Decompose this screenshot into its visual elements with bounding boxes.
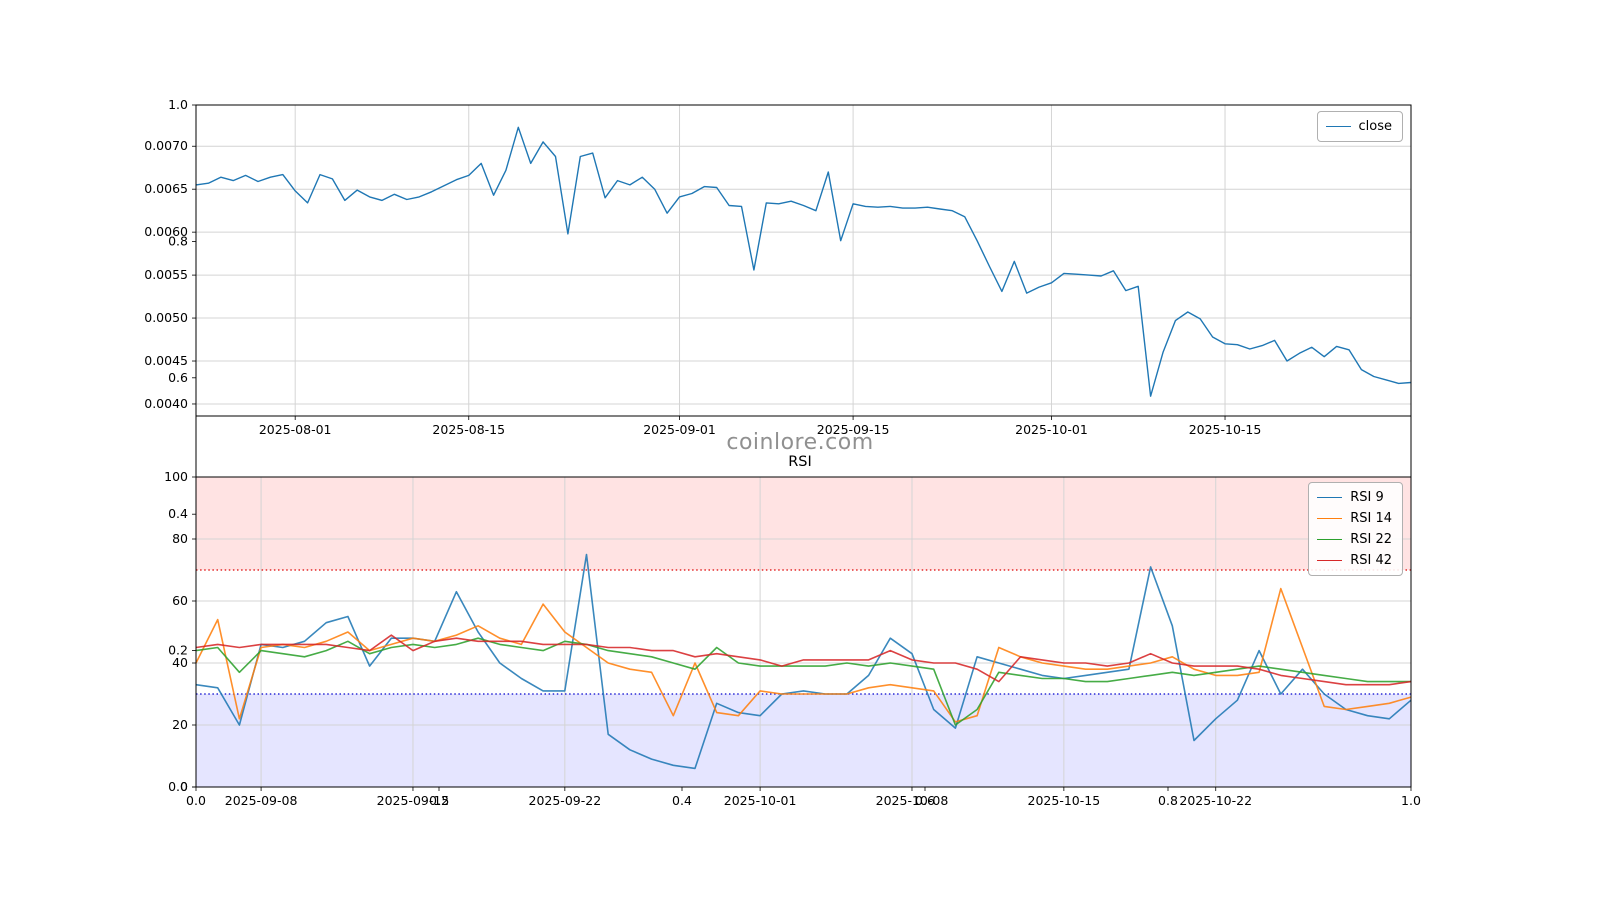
svg-text:0.0055: 0.0055 xyxy=(144,267,188,282)
legend-entry-rsi14: RSI 14 xyxy=(1317,508,1392,529)
overlay-axis: 0.0 0.2 0.4 0.6 0.8 1.0 0.0 0.2 0.4 0.6 0.8 1.0 xyxy=(168,97,1421,808)
price-grid xyxy=(196,105,1411,416)
close-legend-label: close xyxy=(1358,119,1392,134)
svg-text:0.6: 0.6 xyxy=(168,370,188,385)
legend-entry-close: close xyxy=(1325,116,1392,137)
price-legend: close xyxy=(1316,111,1403,142)
rsi22-legend-label: RSI 22 xyxy=(1350,532,1392,547)
svg-text:0.8: 0.8 xyxy=(168,233,188,248)
rsi-chart: 2025-09-08 2025-09-15 2025-09-22 2025-10-01… xyxy=(164,469,1412,808)
watermark: coinlore.com xyxy=(726,430,874,455)
svg-text:0.4: 0.4 xyxy=(168,506,188,521)
rsi14-legend-label: RSI 14 xyxy=(1350,511,1392,526)
rsi-band-overbought xyxy=(196,477,1411,570)
svg-text:40: 40 xyxy=(172,655,188,670)
svg-text:0.0065: 0.0065 xyxy=(144,181,188,196)
rsi9-legend-label: RSI 9 xyxy=(1350,490,1384,505)
svg-text:0.4: 0.4 xyxy=(672,793,692,808)
svg-text:20: 20 xyxy=(172,717,188,732)
svg-text:2025-10-01: 2025-10-01 xyxy=(724,793,797,808)
svg-text:2025-10-22: 2025-10-22 xyxy=(1179,793,1252,808)
svg-text:2025-10-01: 2025-10-01 xyxy=(1015,422,1088,437)
svg-text:1.0: 1.0 xyxy=(168,97,188,112)
rsi-chart-title: RSI xyxy=(788,454,812,470)
svg-text:2025-10-08: 2025-10-08 xyxy=(876,793,949,808)
svg-text:0.0: 0.0 xyxy=(186,793,206,808)
legend-entry-rsi22: RSI 22 xyxy=(1317,529,1392,550)
close-line-swatch xyxy=(1325,126,1351,127)
svg-text:0.0045: 0.0045 xyxy=(144,353,188,368)
svg-text:0.0070: 0.0070 xyxy=(144,138,188,153)
svg-text:0.0060: 0.0060 xyxy=(144,224,188,239)
svg-text:2025-10-15: 2025-10-15 xyxy=(1189,422,1262,437)
rsi9-line-swatch xyxy=(1317,497,1343,498)
svg-text:1.0: 1.0 xyxy=(1401,793,1421,808)
svg-text:0.6: 0.6 xyxy=(915,793,935,808)
svg-text:0.0040: 0.0040 xyxy=(144,396,188,411)
svg-text:100: 100 xyxy=(164,469,188,484)
close-line xyxy=(195,126,1412,397)
svg-text:2025-08-15: 2025-08-15 xyxy=(432,422,505,437)
price-tick-labels: 2025-08-01 2025-08-15 2025-09-01 2025-09-15… xyxy=(144,138,1261,437)
legend-entry-rsi42: RSI 42 xyxy=(1317,550,1392,571)
rsi-42-line xyxy=(195,634,1412,686)
price-spines xyxy=(195,104,1412,417)
rsi-9-line xyxy=(195,553,1412,770)
legend-entry-rsi9: RSI 9 xyxy=(1317,487,1392,508)
svg-text:0.2: 0.2 xyxy=(429,793,449,808)
rsi22-line-swatch xyxy=(1317,539,1343,540)
svg-text:2025-09-01: 2025-09-01 xyxy=(643,422,716,437)
svg-text:60: 60 xyxy=(172,593,188,608)
svg-text:0.0050: 0.0050 xyxy=(144,310,188,325)
price-chart: 2025-08-01 2025-08-15 2025-09-01 2025-09-15… xyxy=(144,104,1412,437)
svg-text:2025-09-08: 2025-09-08 xyxy=(225,793,298,808)
svg-text:0.2: 0.2 xyxy=(168,643,188,658)
svg-text:2025-09-22: 2025-09-22 xyxy=(529,793,602,808)
overlay-spines xyxy=(195,104,1412,788)
rsi-22-line xyxy=(195,637,1411,726)
svg-text:2025-09-15: 2025-09-15 xyxy=(377,793,450,808)
rsi-tick-labels: 2025-09-08 2025-09-15 2025-09-22 2025-10-01… xyxy=(164,469,1252,808)
svg-text:2025-08-01: 2025-08-01 xyxy=(259,422,332,437)
rsi14-line-swatch xyxy=(1317,518,1343,519)
svg-text:80: 80 xyxy=(172,531,188,546)
rsi42-line-swatch xyxy=(1317,560,1343,561)
rsi42-legend-label: RSI 42 xyxy=(1350,553,1392,568)
svg-text:2025-10-15: 2025-10-15 xyxy=(1028,793,1101,808)
svg-text:0: 0 xyxy=(180,779,188,794)
svg-text:0.0: 0.0 xyxy=(168,779,188,794)
svg-text:0.8: 0.8 xyxy=(1158,793,1178,808)
rsi-legend: RSI 9 RSI 14 RSI 22 RSI 42 xyxy=(1308,482,1403,576)
rsi-band-oversold xyxy=(196,694,1411,787)
svg-text:2025-09-15: 2025-09-15 xyxy=(817,422,890,437)
